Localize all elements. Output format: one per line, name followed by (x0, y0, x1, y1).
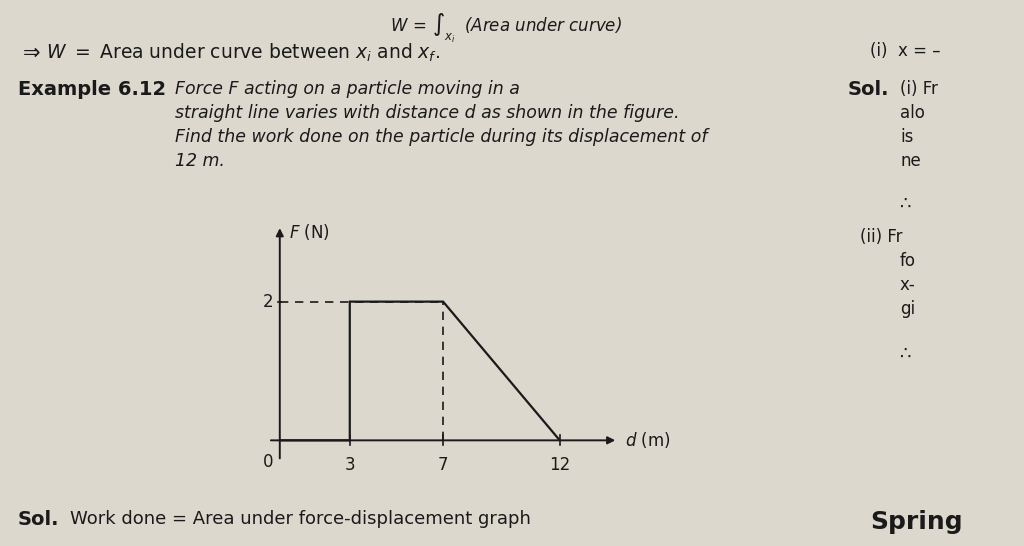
Text: $F$ (N): $F$ (N) (289, 222, 330, 242)
Text: Force F acting on a particle moving in a: Force F acting on a particle moving in a (175, 80, 520, 98)
Text: 2: 2 (262, 293, 273, 311)
Text: $W \,=\, \int_{x_i}$  (Area under curve): $W \,=\, \int_{x_i}$ (Area under curve) (390, 12, 622, 45)
Text: ne: ne (900, 152, 921, 170)
Text: $W$ $=$ Area under curve between $x_i$ and $x_f$.: $W$ $=$ Area under curve between $x_i$ a… (46, 42, 440, 64)
Text: 0: 0 (263, 453, 273, 471)
Text: straight line varies with distance d as shown in the figure.: straight line varies with distance d as … (175, 104, 680, 122)
Text: x-: x- (900, 276, 915, 294)
Text: Find the work done on the particle during its displacement of: Find the work done on the particle durin… (175, 128, 708, 146)
Text: Example 6.12: Example 6.12 (18, 80, 166, 99)
Text: gi: gi (900, 300, 915, 318)
Text: Work done = Area under force-displacement graph: Work done = Area under force-displacemen… (70, 510, 530, 528)
Text: (i)  x = –: (i) x = – (870, 42, 941, 60)
Text: $d$ (m): $d$ (m) (625, 430, 671, 450)
Text: ∴: ∴ (900, 195, 911, 213)
Text: alo: alo (900, 104, 925, 122)
Text: (i) Fr: (i) Fr (900, 80, 938, 98)
Text: Spring: Spring (870, 510, 963, 534)
Text: 12: 12 (549, 455, 570, 473)
Text: 7: 7 (438, 455, 449, 473)
Text: (ii) Fr: (ii) Fr (860, 228, 902, 246)
Text: 12 m.: 12 m. (175, 152, 225, 170)
Text: Sol.: Sol. (18, 510, 59, 529)
Text: 3: 3 (344, 455, 355, 473)
Text: ∴: ∴ (900, 345, 911, 363)
Text: $\Rightarrow$: $\Rightarrow$ (18, 42, 41, 62)
Text: fo: fo (900, 252, 916, 270)
Text: Sol.: Sol. (848, 80, 890, 99)
Text: is: is (900, 128, 913, 146)
